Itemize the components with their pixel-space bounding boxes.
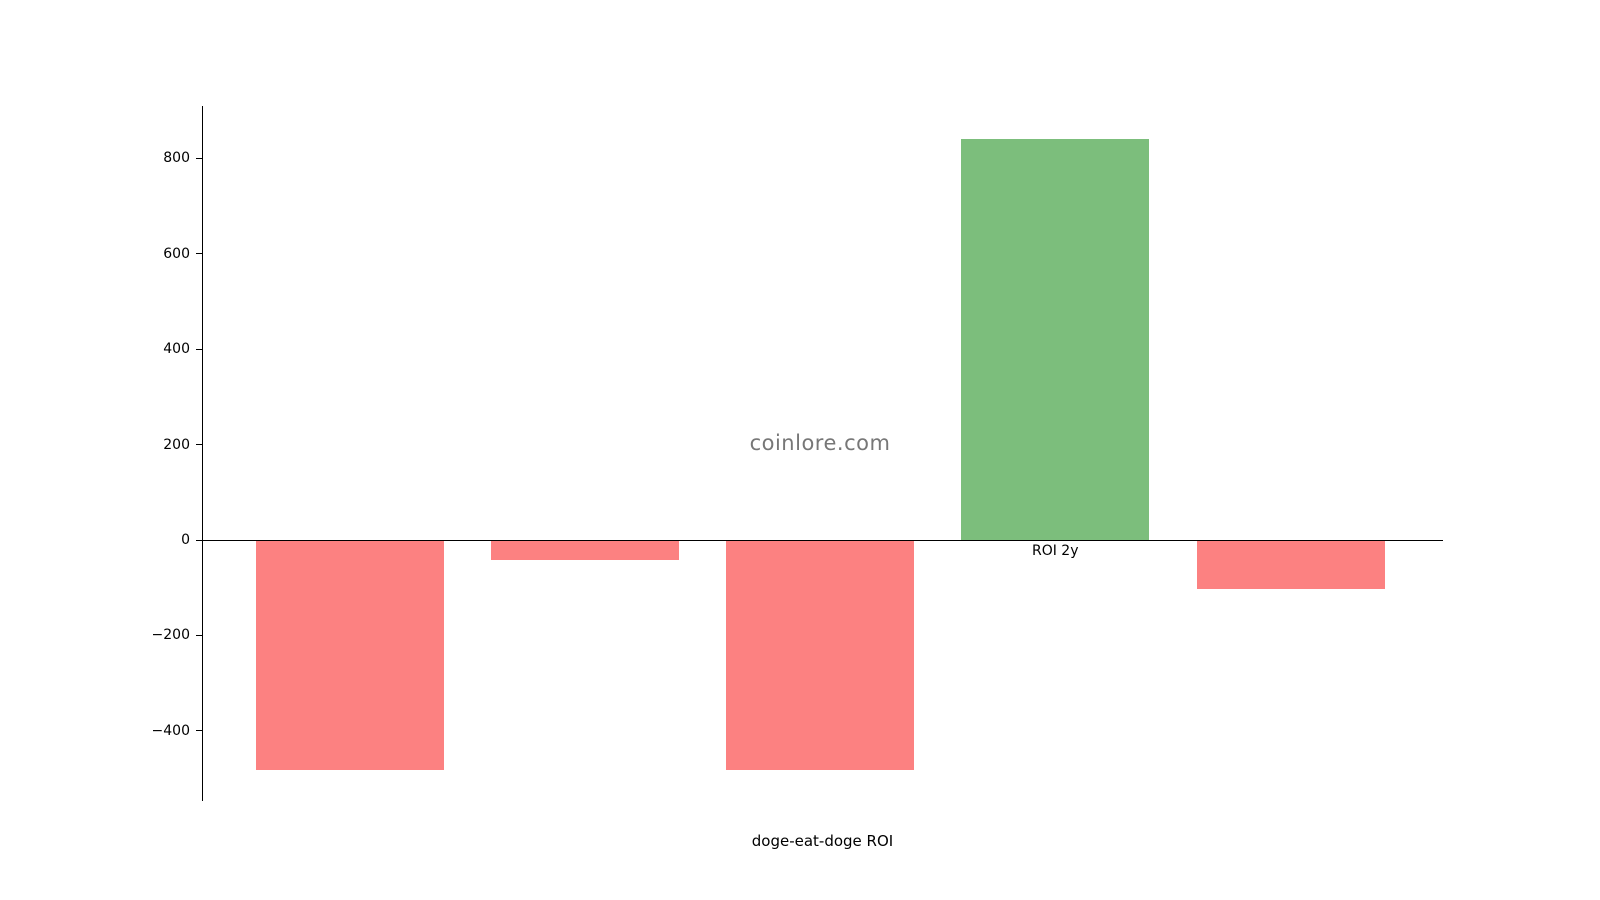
roi-bar bbox=[1196, 541, 1385, 589]
y-tick-mark bbox=[196, 444, 202, 446]
y-tick-mark bbox=[196, 157, 202, 159]
y-tick-label: 200 bbox=[163, 436, 190, 453]
y-axis-line bbox=[202, 106, 203, 801]
y-tick-label: −200 bbox=[151, 627, 190, 644]
x-axis-title: doge-eat-doge ROI bbox=[751, 832, 894, 850]
watermark-text: coinlore.com bbox=[749, 431, 891, 455]
roi-bar bbox=[255, 541, 444, 770]
roi-bar bbox=[726, 541, 914, 770]
y-tick-label: 800 bbox=[163, 150, 190, 167]
y-tick-mark bbox=[196, 348, 202, 350]
y-tick-label: −400 bbox=[151, 722, 190, 739]
roi-bar bbox=[961, 139, 1150, 540]
x-tick-label: ROI 2y bbox=[1031, 543, 1079, 559]
y-tick-mark bbox=[196, 730, 202, 732]
y-tick-mark bbox=[196, 634, 202, 636]
y-tick-mark bbox=[196, 539, 202, 541]
y-tick-mark bbox=[196, 253, 202, 255]
y-tick-label: 400 bbox=[163, 341, 190, 358]
y-tick-label: 0 bbox=[181, 532, 190, 548]
roi-bar bbox=[490, 541, 679, 561]
x-axis-zero-line bbox=[202, 540, 1443, 541]
y-tick-label: 600 bbox=[163, 245, 190, 262]
